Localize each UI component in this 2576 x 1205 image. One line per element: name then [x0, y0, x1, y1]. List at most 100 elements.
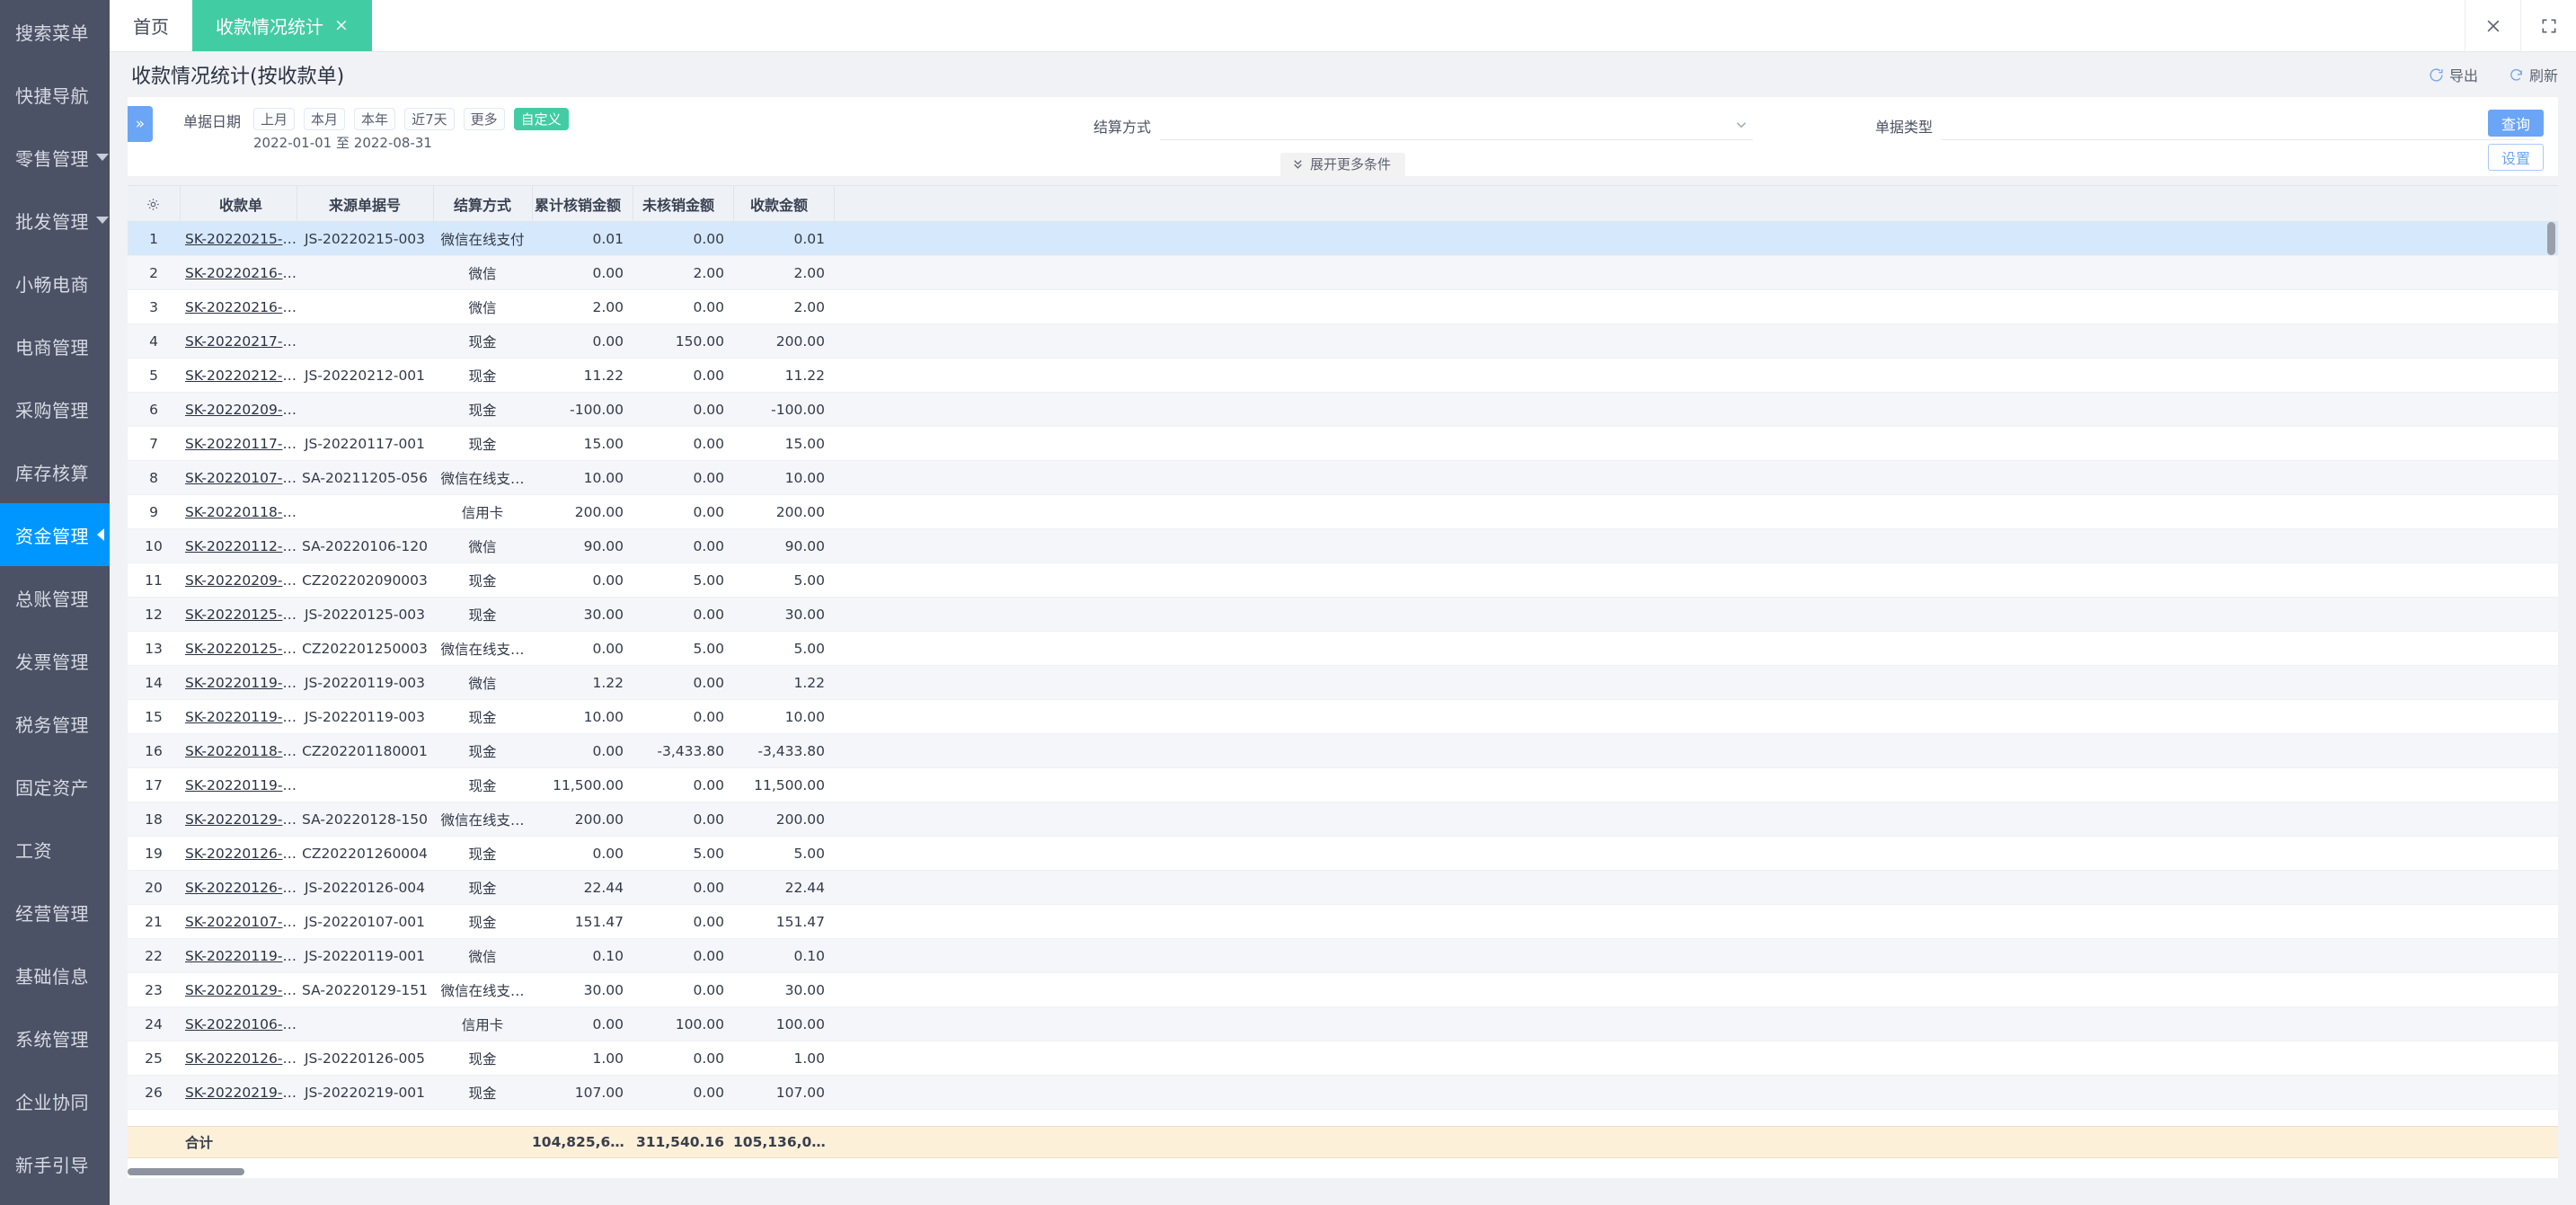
receipt-link[interactable]: SK-20220119-004 — [185, 674, 297, 691]
table-row[interactable]: 26SK-20220219-001JS-20220219-001现金107.00… — [128, 1075, 2558, 1110]
sidebar-item-11[interactable]: 税务管理 — [0, 692, 110, 755]
sidebar-item-3[interactable]: 批发管理 — [0, 189, 110, 252]
column-header-receipt[interactable]: 收款单 — [180, 185, 297, 222]
table-row[interactable]: 20SK-20220126-007JS-20220126-004现金22.440… — [128, 870, 2558, 905]
table-row[interactable]: 15SK-20220119-004JS-20220119-003现金10.000… — [128, 699, 2558, 734]
table-row[interactable]: 7SK-20220117-001JS-20220117-001现金15.000.… — [128, 426, 2558, 461]
receipt-link[interactable]: SK-20220125-003 — [185, 606, 297, 623]
sidebar-item-2[interactable]: 零售管理 — [0, 126, 110, 189]
refresh-button[interactable]: 刷新 — [2509, 64, 2558, 85]
query-button[interactable]: 查询 — [2488, 110, 2544, 137]
date-quick-option-1[interactable]: 本月 — [304, 108, 346, 130]
sidebar-item-10[interactable]: 发票管理 — [0, 629, 110, 692]
settings-button[interactable]: 设置 — [2488, 144, 2544, 171]
table-row[interactable]: 22SK-20220119-001JS-20220119-001微信0.100.… — [128, 938, 2558, 973]
date-range-text[interactable]: 2022-01-01 至 2022-08-31 — [253, 133, 569, 152]
receipt-link[interactable]: SK-20220106-001 — [185, 1015, 297, 1032]
receipt-link[interactable]: SK-20220129-002 — [185, 981, 297, 998]
table-row[interactable]: 11SK-20220209-003CZ202202090003现金0.005.0… — [128, 563, 2558, 598]
table-horizontal-scrollbar[interactable] — [128, 1165, 2558, 1178]
receipt-link[interactable]: SK-20220119-004 — [185, 708, 297, 725]
table-row[interactable]: 10SK-20220112-002SA-20220106-120微信90.000… — [128, 528, 2558, 563]
sidebar-item-12[interactable]: 固定资产 — [0, 755, 110, 818]
sidebar-item-19[interactable]: 云应用 — [0, 1195, 110, 1205]
receipt-link[interactable]: SK-20220219-001 — [185, 1084, 297, 1101]
table-row[interactable]: 13 SK-20220125-002CZ202201250003微信在线支…0.0… — [128, 631, 2558, 666]
receipt-link[interactable]: SK-20220125-002 — [185, 640, 297, 657]
table-row[interactable]: 1SK-20220215-001JS-20220215-003微信在线支付0.0… — [128, 221, 2558, 256]
receipt-link[interactable]: SK-20220215-001 — [185, 230, 297, 247]
window-close-button[interactable] — [2465, 0, 2520, 51]
table-row[interactable]: 8SK-20220107-005SA-20211205-056微信在线支…10.… — [128, 460, 2558, 495]
date-quick-option-5[interactable]: 自定义 — [513, 108, 569, 130]
receipt-link[interactable]: SK-20220107-005 — [185, 469, 297, 486]
table-row[interactable]: 21SK-20220107-001JS-20220107-001现金151.47… — [128, 904, 2558, 939]
table-row[interactable]: 3SK-20220216-001微信2.000.002.00 — [128, 289, 2558, 324]
receipt-link[interactable]: SK-20220126-003 — [185, 845, 297, 862]
sidebar-item-15[interactable]: 基础信息 — [0, 944, 110, 1006]
receipt-link[interactable]: SK-20220117-001 — [185, 435, 297, 452]
window-maximize-button[interactable] — [2520, 0, 2576, 51]
column-header-unwritten[interactable]: 未核销金额 — [633, 185, 734, 222]
table-row[interactable]: 23SK-20220129-002SA-20220129-151微信在线支…30… — [128, 972, 2558, 1007]
receipt-link[interactable]: SK-20220216-001 — [185, 298, 297, 315]
table-row[interactable]: 25SK-20220126-008JS-20220126-005现金1.000.… — [128, 1041, 2558, 1076]
column-header-written-off[interactable]: 累计核销金额 — [532, 185, 633, 222]
date-quick-option-3[interactable]: 近7天 — [404, 108, 455, 130]
table-row[interactable]: 16SK-20220118-001CZ202201180001现金0.00-3,… — [128, 733, 2558, 768]
sidebar-item-9[interactable]: 总账管理 — [0, 566, 110, 629]
table-row[interactable]: 14SK-20220119-004JS-20220119-003微信1.220.… — [128, 665, 2558, 700]
tab-close-icon[interactable]: × — [334, 15, 349, 35]
table-row[interactable]: 18SK-20220129-001SA-20220128-150微信在线支…20… — [128, 802, 2558, 837]
column-settings-button[interactable] — [128, 185, 181, 222]
date-quick-option-2[interactable]: 本年 — [354, 108, 396, 130]
sidebar-item-8[interactable]: 资金管理 — [0, 503, 110, 566]
sidebar-item-16[interactable]: 系统管理 — [0, 1006, 110, 1069]
receipt-link[interactable]: SK-20220129-001 — [185, 811, 297, 828]
receipt-link[interactable]: SK-20220119-001 — [185, 947, 297, 964]
receipt-link[interactable]: SK-20220126-007 — [185, 879, 297, 896]
sidebar-item-7[interactable]: 库存核算 — [0, 440, 110, 503]
receipt-link[interactable]: SK-20220112-002 — [185, 537, 297, 554]
table-row[interactable]: 5SK-20220212-001JS-20220212-001现金11.220.… — [128, 358, 2558, 393]
date-quick-option-0[interactable]: 上月 — [253, 108, 296, 130]
receipt-link[interactable]: SK-20220209-001 — [185, 401, 297, 418]
sidebar-item-18[interactable]: 新手引导 — [0, 1132, 110, 1195]
expand-more-conditions-button[interactable]: 展开更多条件 — [1279, 153, 1405, 176]
receipt-link[interactable]: SK-20220118-001 — [185, 742, 297, 759]
settle-method-select[interactable] — [1160, 113, 1754, 140]
sidebar-item-0[interactable]: 搜索菜单 — [0, 0, 110, 63]
table-row[interactable]: 2SK-20220216-002微信0.002.002.00 — [128, 255, 2558, 290]
sidebar-item-6[interactable]: 采购管理 — [0, 377, 110, 440]
sidebar-item-17[interactable]: 企业协同 — [0, 1069, 110, 1132]
table-horizontal-scroll-thumb[interactable] — [128, 1168, 244, 1175]
tab-0[interactable]: 首页 — [110, 0, 192, 51]
column-header-source-doc[interactable]: 来源单据号 — [297, 185, 434, 222]
sidebar-item-13[interactable]: 工资 — [0, 818, 110, 881]
sidebar-collapse-handle[interactable]: » — [128, 106, 153, 142]
receipt-link[interactable]: SK-20220119-002 — [185, 776, 297, 793]
sidebar-item-4[interactable]: 小畅电商 — [0, 252, 110, 315]
tab-1[interactable]: 收款情况统计 × — [192, 0, 372, 51]
date-quick-option-4[interactable]: 更多 — [463, 108, 505, 130]
table-vertical-scrollbar[interactable] — [2547, 222, 2555, 1174]
table-vertical-scroll-thumb[interactable] — [2547, 222, 2555, 255]
sidebar-item-1[interactable]: 快捷导航 — [0, 63, 110, 126]
table-row[interactable]: 17SK-20220119-002现金11,500.000.0011,500.0… — [128, 767, 2558, 802]
column-header-settle[interactable]: 结算方式 — [433, 185, 533, 222]
sidebar-item-5[interactable]: 电商管理 — [0, 315, 110, 377]
sidebar-item-14[interactable]: 经营管理 — [0, 881, 110, 944]
receipt-link[interactable]: SK-20220209-003 — [185, 571, 297, 589]
export-button[interactable]: 导出 — [2429, 64, 2478, 85]
receipt-link[interactable]: SK-20220118-002 — [185, 503, 297, 520]
receipt-link[interactable]: SK-20220212-001 — [185, 367, 297, 384]
table-row[interactable]: 12SK-20220125-003JS-20220125-003现金30.000… — [128, 597, 2558, 632]
receipt-link[interactable]: SK-20220217-001 — [185, 332, 297, 350]
receipt-link[interactable]: SK-20220216-002 — [185, 264, 297, 281]
receipt-link[interactable]: SK-20220107-001 — [185, 913, 297, 930]
receipt-link[interactable]: SK-20220126-008 — [185, 1050, 297, 1067]
